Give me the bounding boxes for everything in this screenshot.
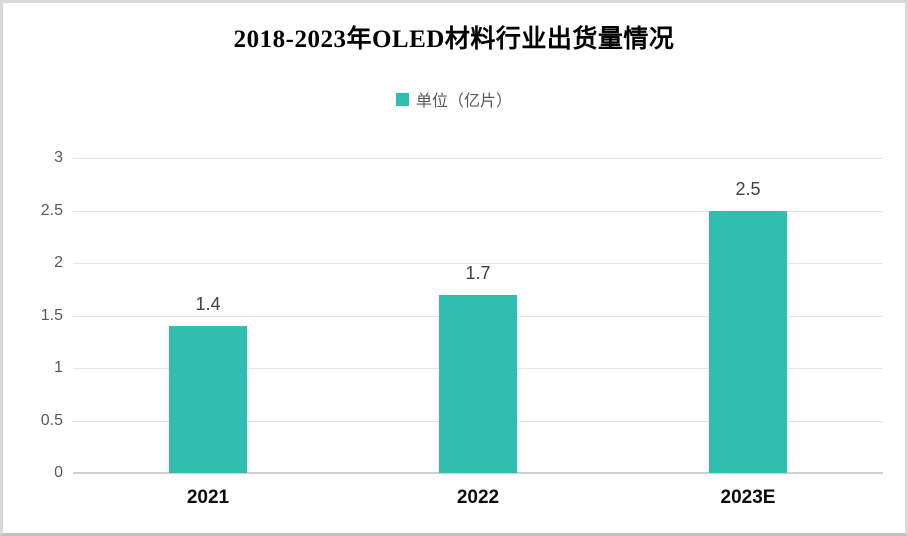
- y-axis-tick-label: 2: [54, 254, 63, 271]
- bar-2023E: [709, 210, 787, 473]
- gridline: [73, 263, 883, 264]
- legend-swatch-icon: [395, 92, 409, 106]
- bar-2021: [169, 326, 247, 473]
- gridline: [73, 210, 883, 212]
- y-axis-tick-label: 3: [54, 149, 63, 166]
- x-axis-line: [73, 472, 883, 474]
- plot-area: 0 0.5 1 1.5 2 2.5 3 1.4 2021 1.7 2022 2.5 2023E: [3, 3, 905, 533]
- x-axis-tick-label: 2023E: [720, 487, 776, 508]
- y-axis-tick-label: 0: [54, 464, 63, 481]
- gridline: [73, 158, 883, 159]
- chart-title: 2018-2023年OLED材料行业出货量情况: [233, 26, 675, 53]
- y-axis-tick-label: 1: [54, 359, 63, 376]
- legend: 单位（亿片）: [3, 87, 905, 111]
- bar-value-label: 1.4: [195, 294, 221, 314]
- x-axis-tick-label: 2022: [456, 487, 500, 508]
- bar-value-label: 2.5: [735, 178, 761, 199]
- bar-value-label: 1.7: [465, 262, 491, 283]
- bar-2022: [439, 294, 517, 473]
- legend-label: 单位（亿片）: [415, 93, 512, 110]
- y-axis-tick-label: 2.5: [40, 201, 63, 219]
- y-axis-tick-label: 1.5: [40, 306, 63, 324]
- x-axis-tick-label: 2021: [186, 487, 230, 508]
- y-axis-tick-label: 0.5: [40, 411, 63, 429]
